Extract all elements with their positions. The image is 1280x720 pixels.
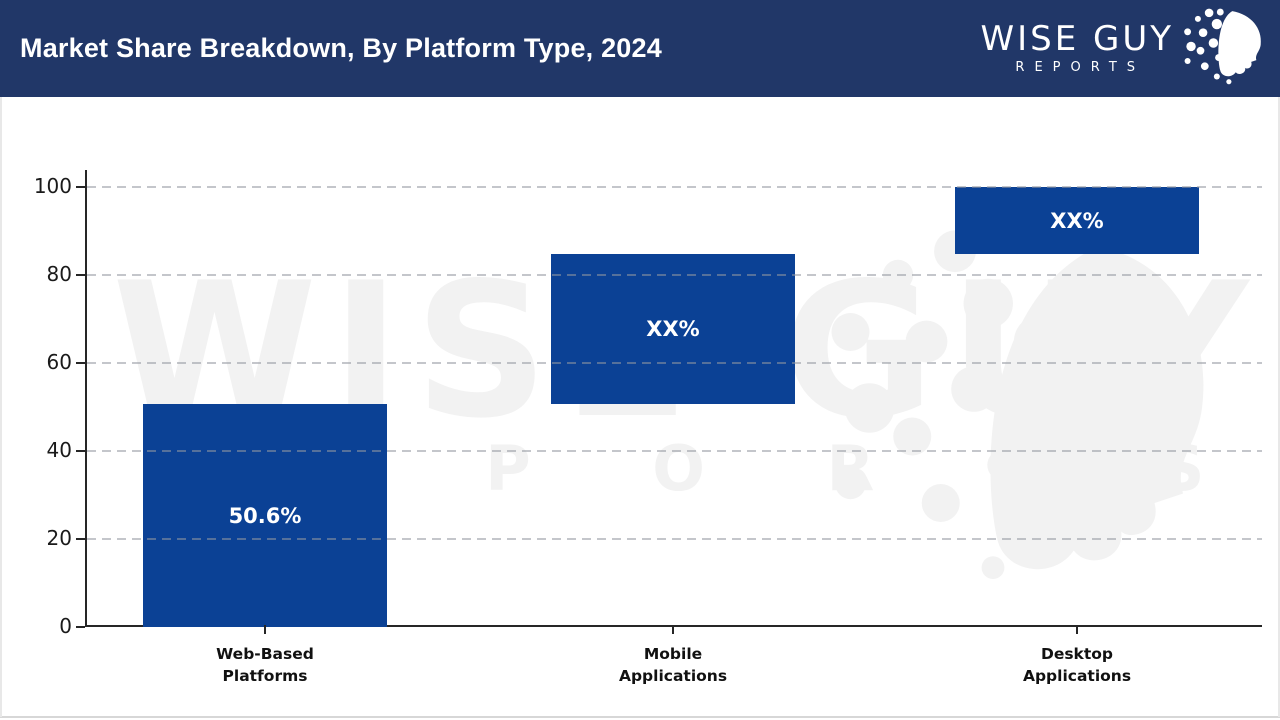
bottom-border xyxy=(0,716,1280,718)
y-axis-tick xyxy=(76,362,85,364)
y-axis-tick xyxy=(76,186,85,188)
x-axis-tick xyxy=(672,625,674,634)
gridline xyxy=(87,186,1262,188)
left-border xyxy=(0,97,2,717)
gridline xyxy=(87,538,1262,540)
logo-subtitle: REPORTS xyxy=(1015,59,1146,75)
bar-value-label: XX% xyxy=(1050,208,1104,233)
y-axis-tick-label: 80 xyxy=(46,262,72,286)
wise-guy-logo: WISE GUY REPORTS xyxy=(980,0,1268,97)
logo-face-icon xyxy=(1184,8,1261,84)
y-axis-tick xyxy=(76,538,85,540)
gridline xyxy=(87,274,1262,276)
y-axis-tick-label: 60 xyxy=(46,350,72,374)
y-axis-tick xyxy=(76,274,85,276)
x-axis-tick xyxy=(1076,625,1078,634)
bar-value-label: 50.6% xyxy=(228,503,302,528)
logo-text: WISE GUY REPORTS xyxy=(980,19,1174,75)
chart-bar: XX% xyxy=(551,254,795,405)
page-title: Market Share Breakdown, By Platform Type… xyxy=(20,33,662,63)
header: Market Share Breakdown, By Platform Type… xyxy=(0,0,1280,97)
category-label: Desktop Applications xyxy=(1022,645,1132,685)
gridline xyxy=(87,450,1262,452)
y-axis-tick xyxy=(76,626,85,628)
plot-area: 50.6% Web-Based Platforms XX% Mobile Applic… xyxy=(76,170,1262,685)
y-axis-tick-label: 0 xyxy=(59,614,72,638)
y-axis-tick-label: 40 xyxy=(46,438,72,462)
category-label: Web-Based Platforms xyxy=(216,645,314,685)
right-border xyxy=(1278,97,1280,717)
y-axis-tick-label: 20 xyxy=(46,526,72,550)
y-axis-tick-label: 100 xyxy=(33,174,72,198)
bar-value-label: XX% xyxy=(646,317,700,342)
category-label: Mobile Applications xyxy=(618,645,728,685)
chart-bar: XX% xyxy=(955,187,1199,255)
x-axis-tick xyxy=(264,625,266,634)
y-axis-tick xyxy=(76,450,85,452)
y-axis-labels: 0 20 40 60 80 100 xyxy=(0,0,72,720)
chart-bar: 50.6% xyxy=(143,404,387,627)
logo-wordmark: WISE GUY xyxy=(980,19,1174,60)
gridline xyxy=(87,362,1262,364)
